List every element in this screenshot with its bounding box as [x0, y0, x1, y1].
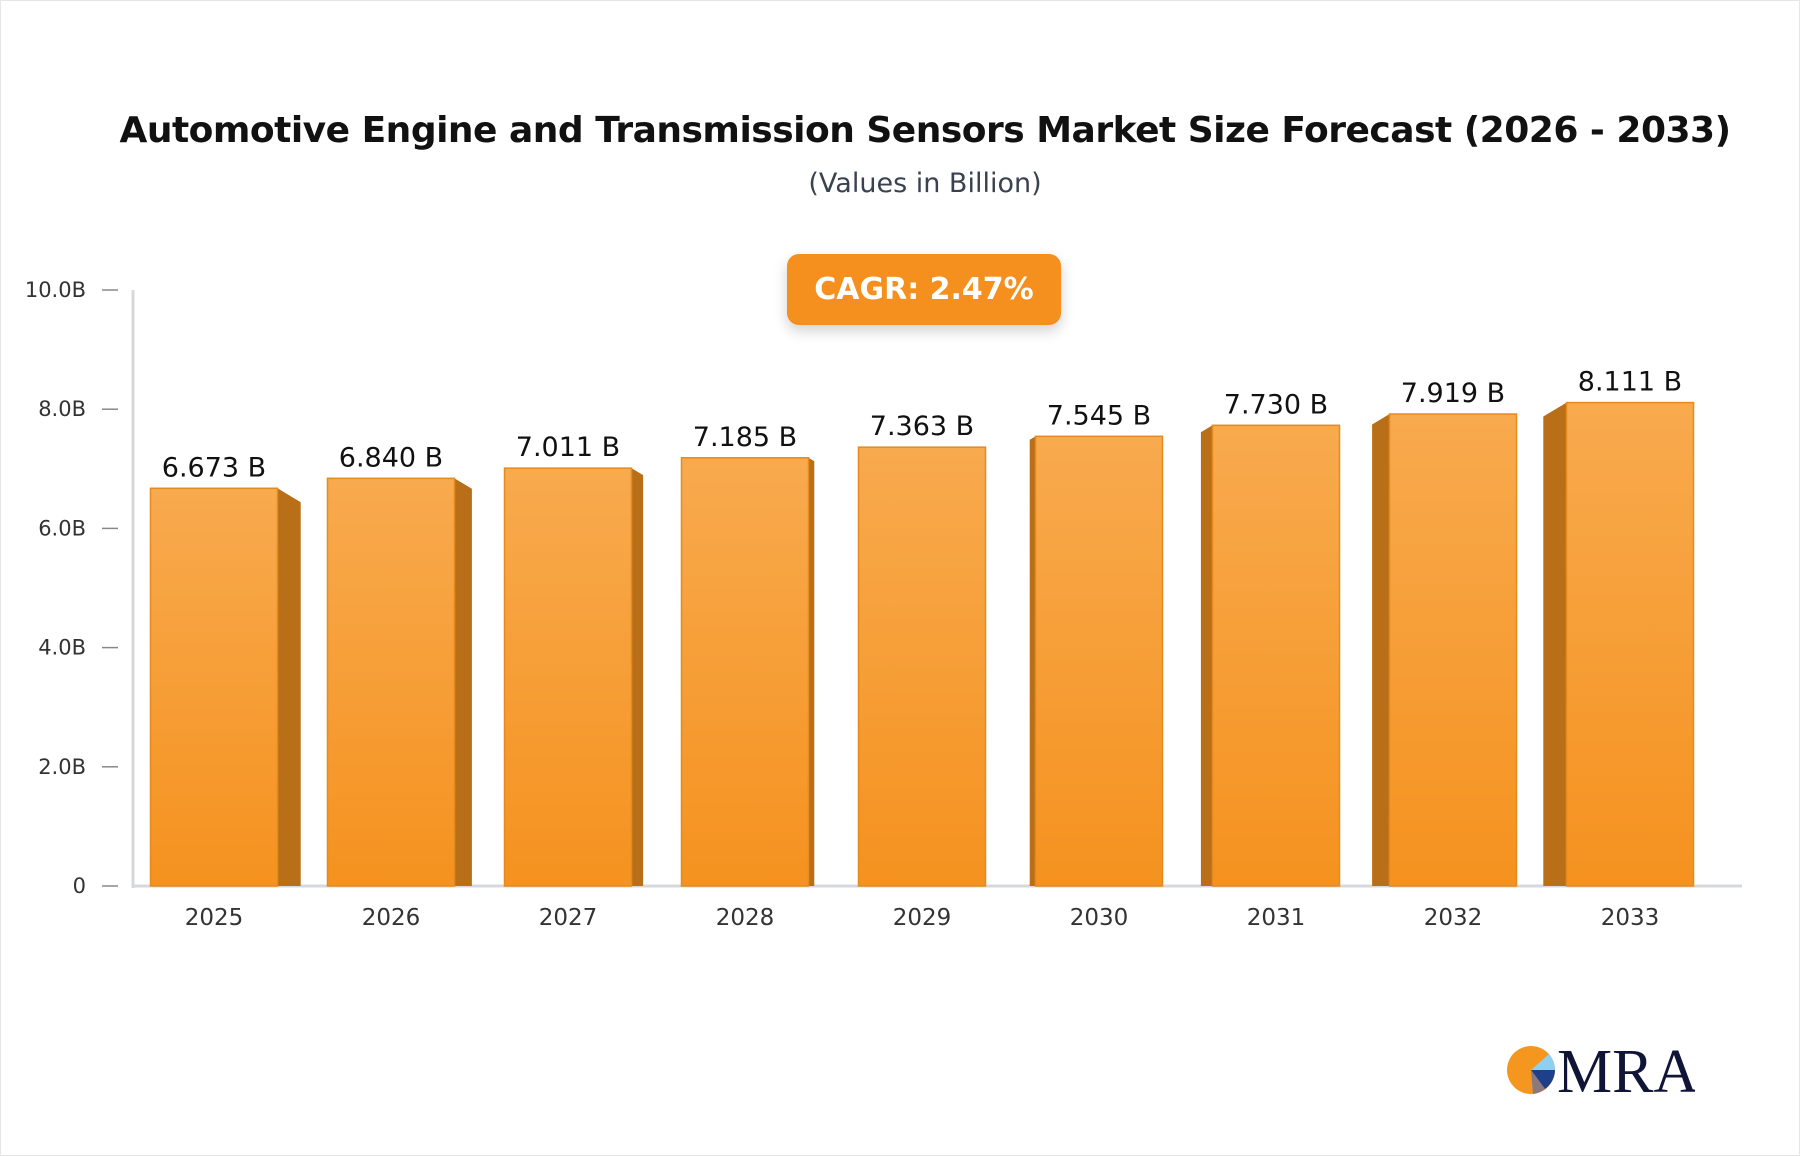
bar-side [454, 478, 472, 886]
bar-2029 [857, 446, 987, 887]
data-label: 7.545 B [1047, 400, 1151, 431]
bar-2033 [1565, 401, 1695, 887]
bar-side [1372, 414, 1390, 886]
bar-2028 [680, 457, 810, 887]
x-tick-label: 2027 [539, 905, 598, 931]
x-tick-label: 2031 [1247, 905, 1306, 931]
bar-side [1029, 436, 1036, 886]
y-tick-label: 2.0B [38, 755, 86, 779]
y-tick-label: 8.0B [38, 397, 86, 421]
data-label: 7.363 B [870, 411, 974, 442]
data-label: 8.111 B [1578, 367, 1682, 398]
y-tick-label: 10.0B [25, 278, 86, 302]
data-label: 6.673 B [162, 452, 266, 483]
mra-logo: MRA [1507, 1040, 1695, 1100]
x-tick-label: 2025 [185, 905, 244, 931]
x-tick-label: 2028 [716, 905, 775, 931]
bar-2032 [1388, 413, 1518, 887]
bar-2030 [1034, 435, 1164, 887]
bar-side [808, 457, 815, 886]
y-tick-label: 6.0B [38, 516, 86, 540]
x-tick-label: 2032 [1424, 905, 1483, 931]
cagr-badge: CAGR: 2.47% [787, 254, 1061, 325]
bar-side [277, 488, 301, 886]
bar-2026 [326, 477, 456, 887]
x-tick-label: 2026 [362, 905, 421, 931]
bar-2031 [1211, 424, 1341, 887]
data-label: 7.011 B [516, 432, 620, 463]
data-label: 7.730 B [1224, 389, 1328, 420]
bar-2027 [503, 467, 633, 887]
data-label: 7.919 B [1401, 378, 1505, 409]
y-tick-label: 4.0B [38, 636, 86, 660]
x-tick-label: 2030 [1070, 905, 1129, 931]
bar-side [1200, 425, 1213, 886]
bar-2025 [149, 487, 279, 887]
data-label: 7.185 B [693, 422, 797, 453]
svg-text:MRA: MRA [1557, 1040, 1695, 1100]
y-tick-label: 0 [73, 874, 86, 898]
chart-title: Automotive Engine and Transmission Senso… [119, 110, 1731, 151]
chart-subtitle: (Values in Billion) [808, 168, 1042, 199]
x-tick-label: 2029 [893, 905, 952, 931]
data-label: 6.840 B [339, 442, 443, 473]
bar-side [631, 468, 644, 886]
x-tick-label: 2033 [1601, 905, 1660, 931]
bar-side [1543, 402, 1567, 886]
